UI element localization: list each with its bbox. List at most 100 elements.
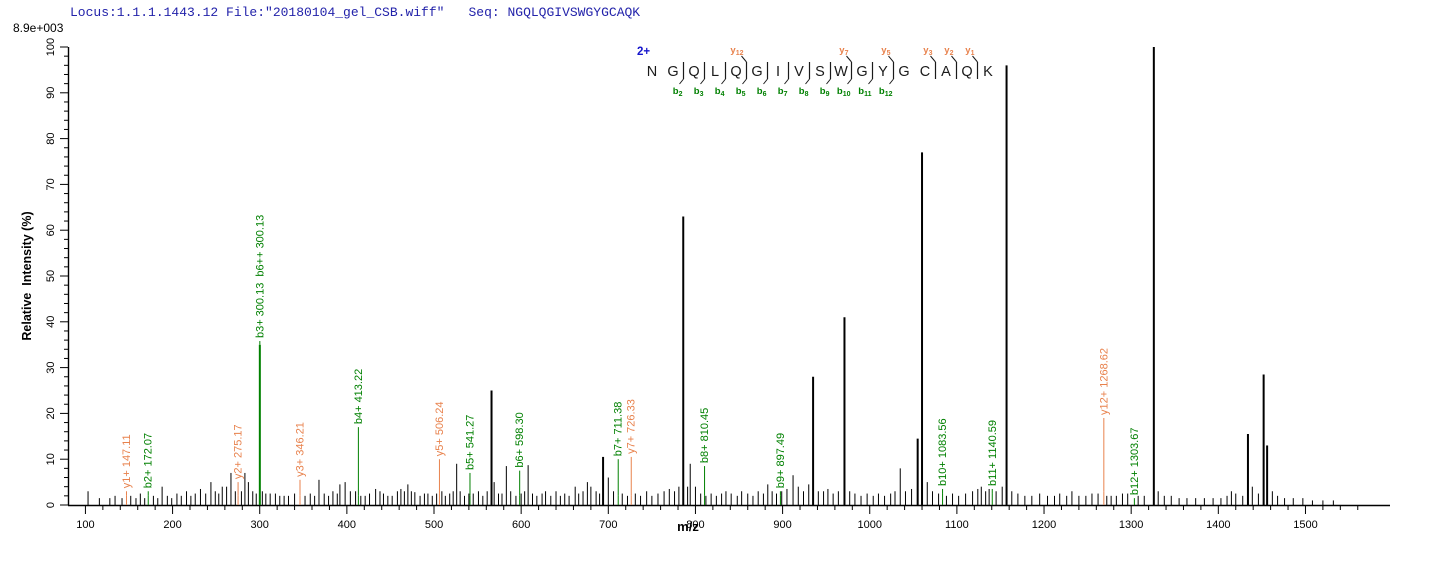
b-ion-tick: [847, 78, 852, 85]
peak-annotation-label: y12+ 1268.62: [1098, 348, 1110, 415]
y-tick-label: 80: [45, 132, 57, 144]
b-ion-label: b8: [799, 86, 809, 98]
b-ion-label: b5: [736, 86, 746, 98]
peak-annotation-label: b10+ 1083.56: [937, 418, 949, 486]
y-tick-label: 20: [45, 407, 57, 419]
sequence-charge-label: 2+: [637, 46, 650, 58]
b-ion-label: b10: [837, 86, 851, 98]
sequence-residue: G: [667, 64, 678, 80]
base-peak-intensity-label: 8.9e+003: [13, 21, 64, 35]
y-ion-tick: [846, 55, 852, 63]
b-ion-tick: [763, 78, 768, 85]
b-ion-label: b7: [778, 86, 788, 98]
y-axis-title: Relative Intensity (%): [20, 211, 34, 340]
y-tick-label: 70: [45, 178, 57, 190]
peak-annotation-label: b3+ 300.13 b6++ 300.13: [254, 215, 266, 338]
x-tick-label: 300: [251, 519, 269, 531]
y-tick-label: 60: [45, 224, 57, 236]
peak-annotation-label: b8+ 810.45: [699, 408, 711, 463]
sequence-residue: Q: [688, 64, 699, 80]
x-tick-label: 1200: [1032, 519, 1056, 531]
x-tick-label: 1400: [1206, 519, 1230, 531]
y-ion-label: y3: [923, 45, 932, 57]
b-ion-tick: [784, 78, 789, 85]
peak-annotation-label: y3+ 346.21: [294, 422, 306, 477]
b-ion-label: b12: [879, 86, 893, 98]
sequence-residue: N: [647, 64, 657, 80]
x-tick-label: 700: [599, 519, 617, 531]
spectrum-header: Locus:1.1.1.1443.12 File:"20180104_gel_C…: [70, 5, 640, 20]
y-ion-label: y2: [944, 45, 953, 57]
x-tick-label: 500: [425, 519, 443, 531]
y-tick-label: 100: [45, 38, 57, 56]
y-ion-tick: [930, 55, 936, 63]
b-ion-label: b11: [858, 86, 871, 98]
y-tick-label: 30: [45, 361, 57, 373]
sequence-label: Seq: NGQLQGIVSWGYGCAQK: [468, 5, 641, 20]
b-ion-tick: [805, 78, 810, 85]
y-tick-label: 90: [45, 87, 57, 99]
sequence-residue: G: [856, 64, 867, 80]
y-ion-label: y1: [965, 45, 974, 57]
peak-annotation-label: y7+ 726.33: [626, 399, 638, 454]
peak-annotation-label: b4+ 413.22: [353, 369, 365, 424]
y-ion-tick: [951, 55, 957, 63]
sequence-residue: Y: [878, 64, 888, 80]
sequence-residue: Q: [961, 64, 972, 80]
sequence-residue: A: [941, 64, 951, 80]
x-tick-label: 1100: [945, 519, 969, 531]
sequence-residue: C: [920, 64, 930, 80]
sequence-residue: I: [776, 64, 780, 80]
b-ion-tick: [889, 78, 894, 85]
b-ion-label: b2: [673, 86, 683, 98]
y-ion-label: y12: [730, 45, 743, 57]
b-ion-tick: [868, 78, 873, 85]
sequence-residue: K: [983, 64, 993, 80]
peak-annotation-label: b6+ 598.30: [514, 412, 526, 467]
peak-annotation-label: b12+ 1303.67: [1129, 428, 1141, 496]
y-tick-label: 50: [45, 270, 57, 282]
x-tick-label: 600: [512, 519, 530, 531]
peak-annotation-label: y1+ 147.11: [121, 434, 133, 488]
b-ion-tick: [721, 78, 726, 85]
y-ion-tick: [972, 55, 978, 63]
x-axis-title: m/z: [677, 519, 699, 534]
sequence-residue: S: [815, 64, 825, 80]
x-tick-label: 100: [76, 519, 94, 531]
peak-annotation-label: b9+ 897.49: [775, 433, 787, 488]
y-tick-label: 40: [45, 316, 57, 328]
y-tick-label: 0: [45, 502, 57, 508]
sequence-residue: L: [711, 64, 719, 80]
b-ion-tick: [826, 78, 831, 85]
b-ion-label: b4: [715, 86, 725, 98]
x-tick-label: 1000: [857, 519, 881, 531]
sequence-residue: G: [751, 64, 762, 80]
peak-annotation-label: b11+ 1140.59: [987, 420, 999, 486]
y-ion-label: y7: [839, 45, 848, 57]
peak-annotation-label: b2+ 172.07: [143, 433, 155, 488]
y-ion-tick: [741, 55, 747, 63]
x-tick-label: 800: [686, 519, 704, 531]
peak-annotation-label: y5+ 506.24: [434, 401, 446, 456]
sequence-residue: G: [898, 64, 909, 80]
x-tick-label: 200: [163, 519, 181, 531]
b-ion-tick: [679, 78, 684, 85]
b-ion-tick: [742, 78, 747, 85]
b-ion-label: b6: [757, 86, 767, 98]
y-tick-label: 10: [45, 453, 57, 465]
peak-annotation-label: b7+ 711.38: [613, 402, 625, 457]
x-tick-label: 900: [773, 519, 791, 531]
sequence-residue: V: [794, 64, 804, 80]
b-ion-tick: [700, 78, 705, 85]
b-ion-label: b3: [694, 86, 704, 98]
y-ion-label: y5: [881, 45, 890, 57]
sequence-residue: Q: [730, 64, 741, 80]
b-ion-label: b9: [820, 86, 830, 98]
peak-annotation-label: b5+ 541.27: [464, 415, 476, 470]
x-tick-label: 400: [338, 519, 356, 531]
peak-annotation-label: y2+ 275.17: [233, 424, 245, 479]
locus-file-label: Locus:1.1.1.1443.12 File:"20180104_gel_C…: [70, 5, 445, 20]
x-tick-label: 1300: [1119, 519, 1143, 531]
